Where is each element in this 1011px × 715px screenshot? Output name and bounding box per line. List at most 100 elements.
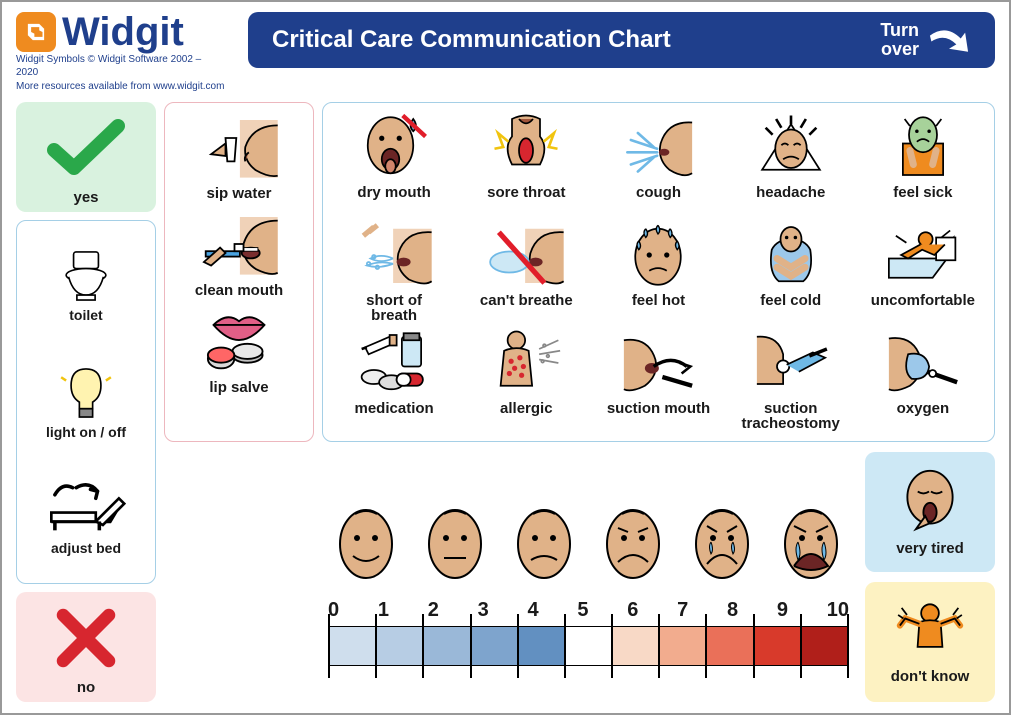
headache-icon: [728, 111, 854, 183]
chart-title: Critical Care Communication Chart: [272, 26, 671, 54]
yes-card[interactable]: yes: [16, 102, 156, 212]
symptom-grid: dry mouth sore throat: [322, 102, 995, 442]
pain-numbers: 012345678910: [322, 599, 855, 622]
pain-number: 3: [478, 599, 489, 622]
headache-item[interactable]: headache: [728, 111, 854, 217]
pain-face-8[interactable]: [687, 500, 757, 595]
lip-salve-icon: [169, 305, 309, 377]
suction-mouth-icon: [595, 327, 721, 399]
cross-icon: [22, 600, 150, 677]
title-bar: Critical Care Communication Chart Turn o…: [248, 12, 995, 68]
pain-tick: [422, 614, 424, 678]
medication-label: medication: [355, 401, 434, 417]
sore-throat-label: sore throat: [487, 185, 565, 201]
very-tired-card[interactable]: very tired: [865, 452, 995, 572]
dry-mouth-item[interactable]: dry mouth: [331, 111, 457, 217]
feel-hot-item[interactable]: feel hot: [595, 219, 721, 325]
no-label: no: [77, 679, 95, 696]
bed-label: adjust bed: [51, 540, 121, 556]
main-column: dry mouth sore throat: [322, 102, 995, 702]
pain-number: 8: [727, 599, 738, 622]
clean-mouth-label: clean mouth: [195, 282, 283, 299]
right-cards: very tired don't know: [865, 452, 995, 702]
cant-breathe-label: can't breathe: [480, 293, 573, 309]
sip-water-item[interactable]: sip water: [169, 111, 309, 202]
cant-breathe-item[interactable]: can't breathe: [463, 219, 589, 325]
suction-trach-item[interactable]: suction tracheostomy: [728, 327, 854, 433]
body-grid: yes toilet: [16, 102, 995, 702]
allergic-label: allergic: [500, 401, 553, 417]
communication-chart: Widgit Widgit Symbols © Widgit Software …: [0, 0, 1011, 715]
clean-mouth-item[interactable]: clean mouth: [169, 208, 309, 299]
uncomfortable-item[interactable]: uncomfortable: [860, 219, 986, 325]
toilet-item[interactable]: toilet: [54, 229, 118, 342]
dont-know-label: don't know: [891, 668, 970, 685]
brand-name: Widgit: [62, 12, 184, 52]
headache-label: headache: [756, 185, 825, 201]
suction-mouth-label: suction mouth: [607, 401, 710, 417]
pain-tick: [517, 614, 519, 678]
medication-item[interactable]: medication: [331, 327, 457, 433]
cant-breathe-icon: [463, 219, 589, 291]
pain-tick: [658, 614, 660, 678]
allergic-icon: [463, 327, 589, 399]
dry-mouth-label: dry mouth: [357, 185, 430, 201]
no-card[interactable]: no: [16, 592, 156, 702]
oxygen-item[interactable]: oxygen: [860, 327, 986, 433]
lightbulb-icon: [58, 364, 114, 422]
pain-number: 1: [378, 599, 389, 622]
lip-salve-item[interactable]: lip salve: [169, 305, 309, 396]
cough-label: cough: [636, 185, 681, 201]
oxygen-icon: [860, 327, 986, 399]
dont-know-card[interactable]: don't know: [865, 582, 995, 702]
pain-face-6[interactable]: [598, 500, 668, 595]
feel-sick-item[interactable]: feel sick: [860, 111, 986, 217]
tired-icon: [894, 467, 966, 538]
short-breath-label: short of breath: [366, 293, 422, 325]
pain-face-2[interactable]: [420, 500, 490, 595]
pain-scale[interactable]: 012345678910: [322, 452, 855, 702]
suction-trach-icon: [728, 327, 854, 399]
pain-number: 6: [627, 599, 638, 622]
copyright-line1: Widgit Symbols © Widgit Software 2002 – …: [16, 54, 226, 79]
mouth-care-column: sip water clean mou: [164, 102, 314, 702]
light-item[interactable]: light on / off: [46, 345, 126, 458]
feel-cold-item[interactable]: feel cold: [728, 219, 854, 325]
checkmark-icon: [22, 110, 150, 187]
very-tired-label: very tired: [896, 540, 964, 557]
dry-mouth-icon: [331, 111, 457, 183]
allergic-item[interactable]: allergic: [463, 327, 589, 433]
pain-face-0[interactable]: [331, 500, 401, 595]
brand-block: Widgit Widgit Symbols © Widgit Software …: [16, 12, 226, 94]
feel-cold-icon: [728, 219, 854, 291]
pain-tick: [611, 614, 613, 678]
pain-faces: [322, 495, 855, 595]
sip-water-label: sip water: [206, 185, 271, 202]
short-breath-icon: [331, 219, 457, 291]
pain-number: 5: [577, 599, 588, 622]
header: Widgit Widgit Symbols © Widgit Software …: [16, 12, 995, 94]
adjust-bed-item[interactable]: adjust bed: [46, 462, 126, 575]
uncomfortable-icon: [860, 219, 986, 291]
pain-face-4[interactable]: [509, 500, 579, 595]
suction-trach-label: suction tracheostomy: [742, 401, 840, 433]
pain-number: 7: [677, 599, 688, 622]
pain-tick: [470, 614, 472, 678]
feel-sick-label: feel sick: [893, 185, 952, 201]
pain-number: 2: [428, 599, 439, 622]
turn-over-label: Turn over: [880, 21, 919, 59]
left-column: yes toilet: [16, 102, 156, 702]
oxygen-label: oxygen: [897, 401, 950, 417]
pain-face-10[interactable]: [776, 500, 846, 595]
turn-over-arrow-icon: [927, 24, 971, 56]
pain-number: 10: [827, 599, 849, 622]
cough-icon: [595, 111, 721, 183]
short-breath-item[interactable]: short of breath: [331, 219, 457, 325]
feel-hot-label: feel hot: [632, 293, 685, 309]
feel-hot-icon: [595, 219, 721, 291]
bed-icon: [46, 480, 126, 538]
suction-mouth-item[interactable]: suction mouth: [595, 327, 721, 433]
cough-item[interactable]: cough: [595, 111, 721, 217]
sore-throat-item[interactable]: sore throat: [463, 111, 589, 217]
copyright-line2: More resources available from www.widgit…: [16, 81, 226, 94]
